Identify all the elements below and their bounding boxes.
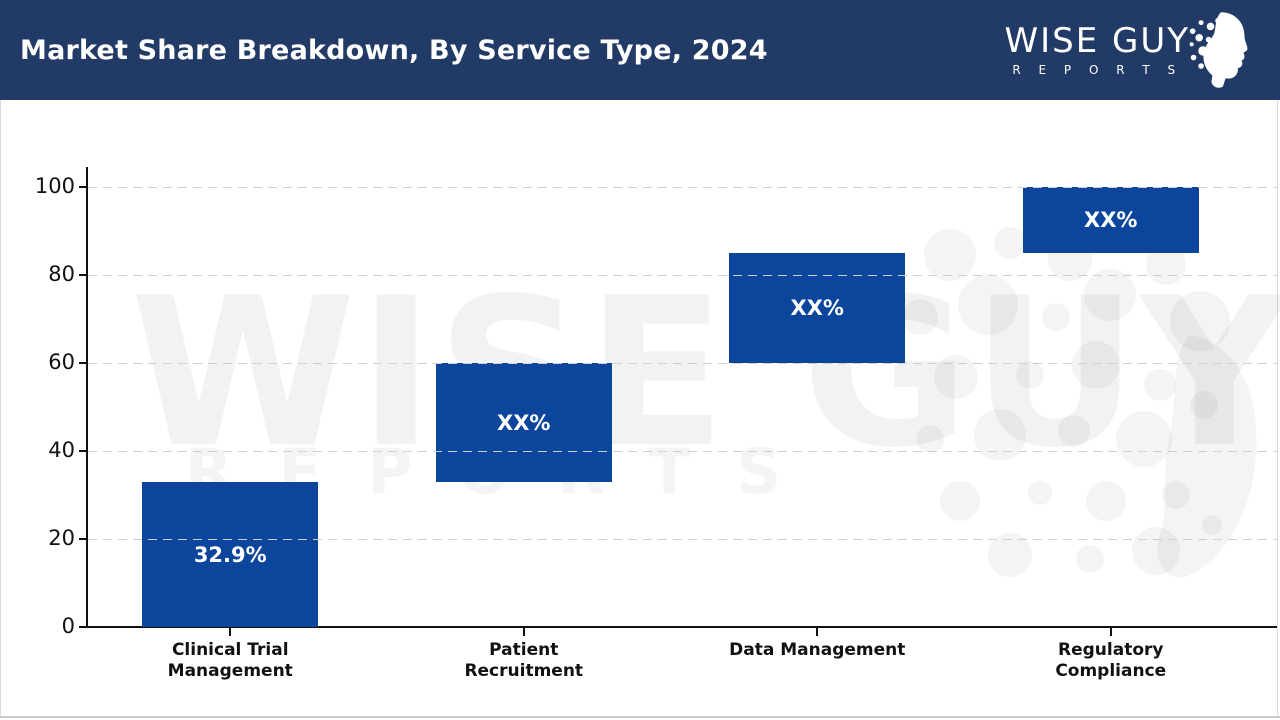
x-tick-label: Patient Recruitment (464, 640, 584, 681)
y-axis-line (86, 167, 88, 628)
x-tick-label: Clinical Trial Management (167, 640, 293, 681)
bar-regulatory-compliance (1022, 187, 1199, 253)
y-tick-label: 0 (61, 614, 75, 638)
y-tick-mark (79, 274, 87, 276)
x-tick-label: Data Management (729, 640, 906, 660)
logo-text: WISE GUY R E P O R T S (1004, 24, 1190, 76)
bar-value-label: XX% (497, 410, 551, 435)
x-tick-mark (1109, 628, 1112, 636)
y-tick-mark (79, 538, 87, 540)
watermark-wordmark: WISE GUY (130, 255, 1280, 493)
bar-value-label: 32.9% (193, 542, 267, 567)
page-title: Market Share Breakdown, By Service Type,… (20, 34, 768, 66)
y-tick-label: 20 (48, 526, 75, 550)
gridline-y-20 (88, 539, 1277, 540)
y-tick-mark (79, 186, 87, 188)
frame-bottom (0, 716, 1280, 718)
x-tick-label: Regulatory Compliance (1055, 640, 1167, 681)
bar-value-label: XX% (790, 296, 844, 320)
header-band: Market Share Breakdown, By Service Type,… (0, 0, 1280, 100)
gridline-y-100 (88, 187, 1277, 188)
watermark-dotted-face (902, 227, 1257, 578)
logo-tagline: R E P O R T S (1012, 63, 1183, 77)
gridline-y-40 (88, 451, 1277, 452)
x-tick-mark (229, 628, 232, 636)
x-tick-mark (522, 628, 525, 636)
y-tick-label: 80 (48, 262, 75, 286)
wise-guy-reports-logo: WISE GUY R E P O R T S (1004, 10, 1280, 90)
gridline-y-80 (88, 275, 1277, 276)
bar-patient-recruitment (435, 363, 612, 483)
bar-data-management (729, 253, 906, 363)
frame-right (1277, 100, 1278, 717)
x-axis-line (86, 626, 1277, 628)
dotted-face-icon (1189, 12, 1248, 88)
bar-value-label: XX% (1084, 208, 1138, 232)
y-tick-mark (79, 626, 87, 628)
frame-left (0, 100, 1, 717)
y-tick-label: 40 (48, 438, 75, 462)
bar-clinical-trial-management (142, 482, 319, 627)
x-tick-mark (816, 628, 819, 636)
gridline-y-60 (88, 363, 1277, 364)
y-tick-mark (79, 450, 87, 452)
logo-wordmark: WISE GUY (1004, 21, 1190, 61)
y-tick-label: 100 (34, 174, 75, 198)
y-tick-mark (79, 362, 87, 364)
y-tick-label: 60 (48, 350, 75, 374)
